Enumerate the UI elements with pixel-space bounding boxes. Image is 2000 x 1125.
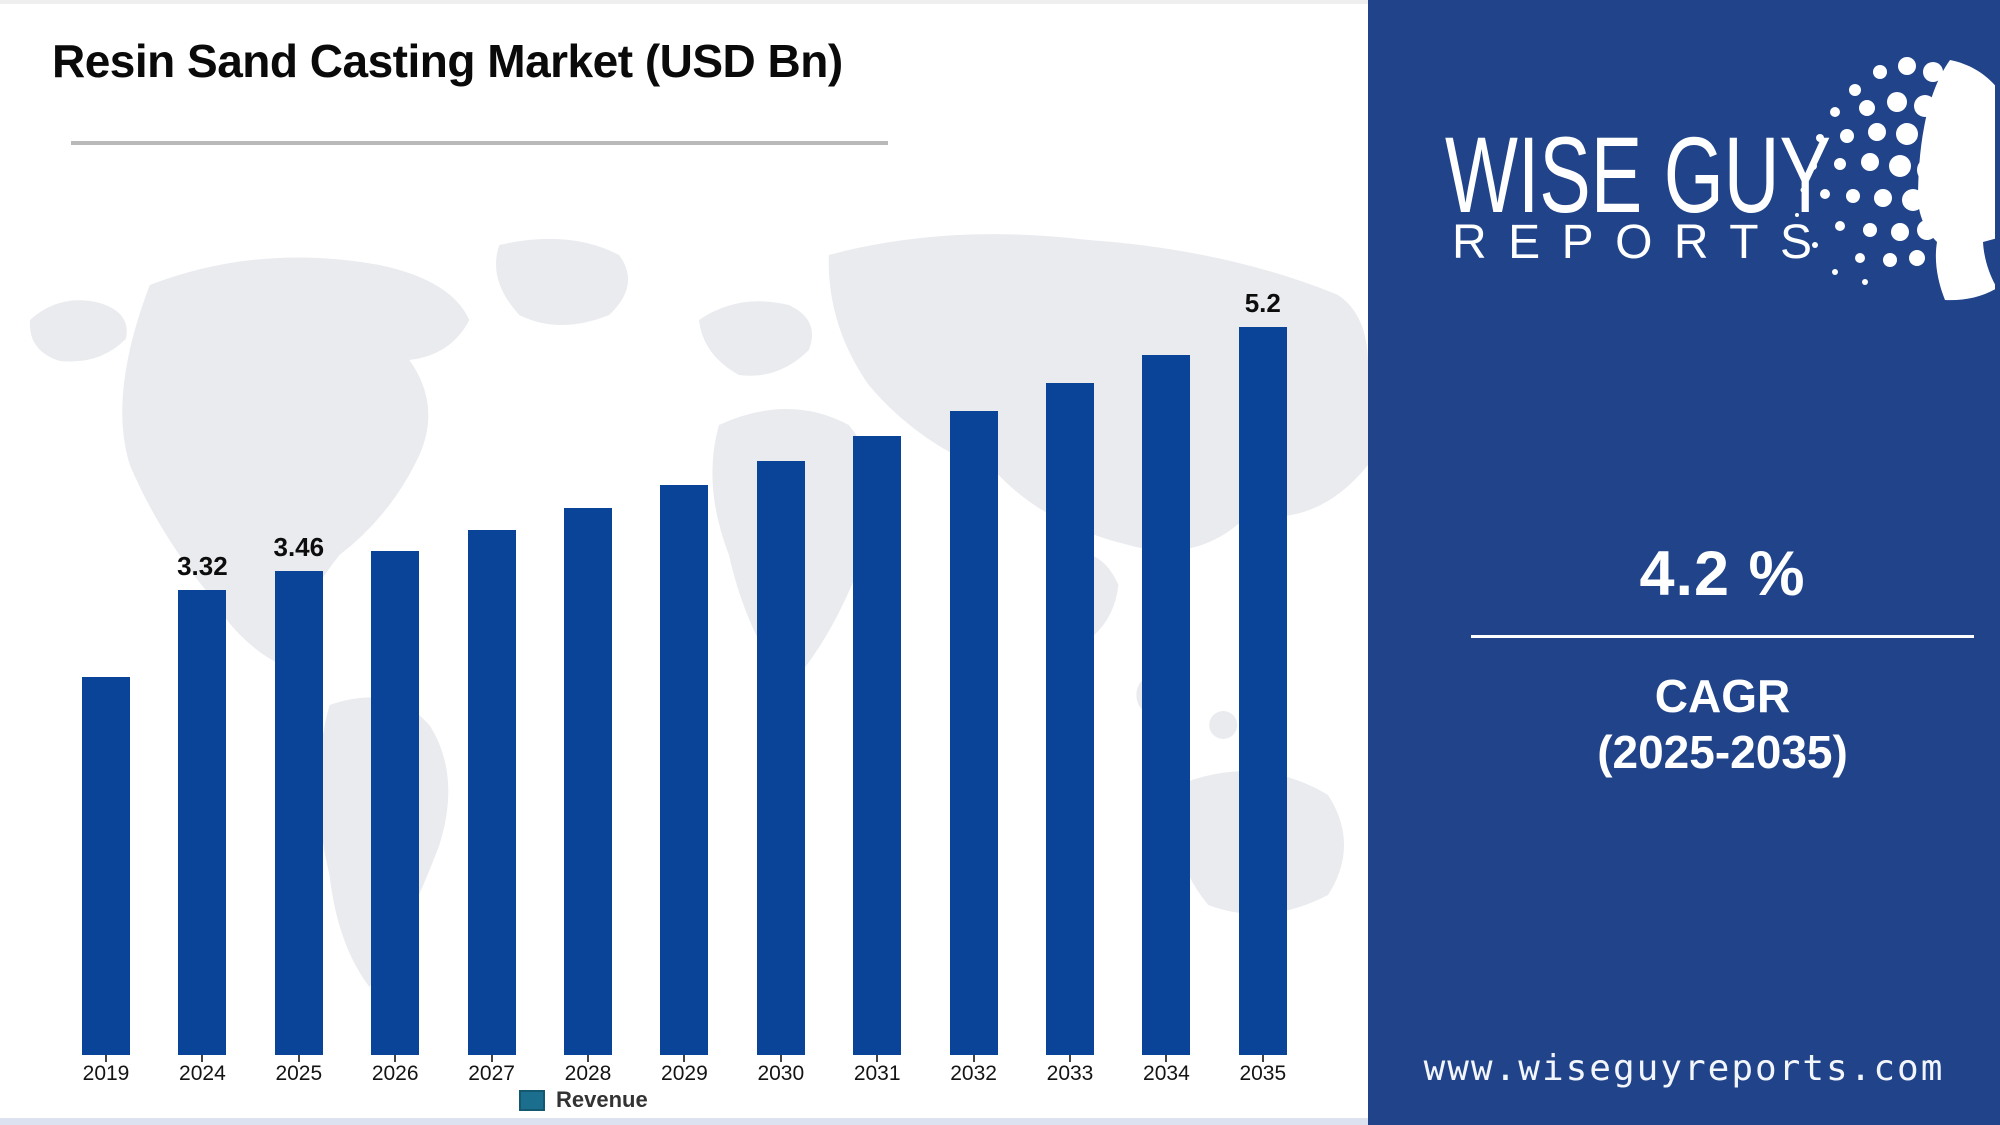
head-profile-icon	[1795, 57, 1995, 301]
cagr-divider	[1471, 635, 1974, 638]
x-axis-tick	[587, 1055, 589, 1062]
bar-2034	[1142, 355, 1191, 1055]
logo-wiseguy-text: WISE GUY	[1445, 114, 1831, 235]
top-edge-strip	[0, 0, 1368, 4]
bar-2029	[660, 485, 709, 1055]
x-axis-tick	[105, 1055, 107, 1062]
bottom-strip	[0, 1118, 1368, 1125]
x-axis-tick	[779, 1055, 782, 1062]
bar-2032	[949, 411, 998, 1055]
cagr-block: 4.2 % CAGR (2025-2035)	[1455, 538, 1990, 780]
bar-2030	[756, 461, 805, 1055]
bar-2025	[274, 571, 323, 1055]
x-axis-tick	[201, 1055, 204, 1062]
x-axis-label-2028: 2028	[564, 1062, 612, 1085]
x-axis-tick	[394, 1055, 397, 1062]
cagr-label: CAGR (2025-2035)	[1455, 668, 1990, 780]
legend-label: Revenue	[556, 1087, 648, 1112]
chart-title: Resin Sand Casting Market (USD Bn)	[52, 35, 843, 87]
x-axis-tick	[297, 1055, 300, 1062]
cagr-label-line1: CAGR	[1654, 670, 1791, 722]
website-url[interactable]: www.wiseguyreports.com	[1423, 1048, 1945, 1089]
x-axis-tick	[490, 1055, 493, 1062]
x-axis-label-2029: 2029	[661, 1062, 708, 1085]
x-axis-tick	[1069, 1055, 1071, 1062]
bar-value-label-2035: 5.2	[1244, 288, 1281, 318]
title-divider	[71, 141, 888, 145]
x-axis-label-2034: 2034	[1143, 1062, 1190, 1085]
x-axis-tick	[972, 1055, 975, 1062]
bar-2035	[1238, 327, 1287, 1055]
chart-area: Resin Sand Casting Market (USD Bn) 2019 2…	[0, 0, 1368, 1125]
x-axis-label-2030: 2030	[757, 1062, 805, 1085]
cagr-value: 4.2 %	[1639, 539, 1806, 609]
bar-value-label-2025: 3.46	[273, 532, 325, 562]
x-axis-label-2024: 2024	[179, 1062, 226, 1085]
x-axis-label-2033: 2033	[1046, 1062, 1094, 1085]
wiseguy-logo: WISE GUY REPORTS	[1445, 57, 1995, 301]
x-axis-label-2027: 2027	[468, 1062, 515, 1085]
bar-2026	[371, 551, 420, 1055]
x-axis-tick	[1165, 1055, 1168, 1062]
world-map-watermark	[29, 234, 1368, 987]
bar-value-label-2024: 3.32	[177, 551, 228, 581]
logo-reports-text: REPORTS	[1452, 216, 1812, 269]
x-axis-tick	[683, 1055, 686, 1062]
x-axis-label-2026: 2026	[371, 1062, 419, 1085]
bar-2033	[1046, 383, 1094, 1055]
legend-swatch-icon	[519, 1089, 545, 1111]
brand-panel: WISE GUY REPORTS 4.2 % CAGR (2025-2035)	[1368, 0, 2000, 1125]
x-axis-label-2032: 2032	[950, 1062, 997, 1085]
x-axis-label-2025: 2025	[275, 1062, 323, 1085]
x-axis-label-2019: 2019	[82, 1062, 130, 1085]
x-axis-tick	[876, 1055, 879, 1062]
bar-2028	[564, 508, 612, 1055]
x-axis-tick	[1261, 1055, 1264, 1062]
legend[interactable]: Revenue	[519, 1087, 648, 1113]
bar-2027	[467, 530, 516, 1055]
bar-2019	[82, 677, 130, 1055]
cagr-label-line2: (2025-2035)	[1597, 726, 1848, 778]
bar-2024	[178, 590, 227, 1055]
x-axis-label-2035: 2035	[1239, 1062, 1287, 1085]
x-axis-label-2031: 2031	[853, 1062, 901, 1085]
bar-plot: 2019 2024 3.32 2025 3.46 2026 2027 2028 2029 2030…	[82, 288, 1287, 1085]
bar-2031	[853, 436, 902, 1055]
